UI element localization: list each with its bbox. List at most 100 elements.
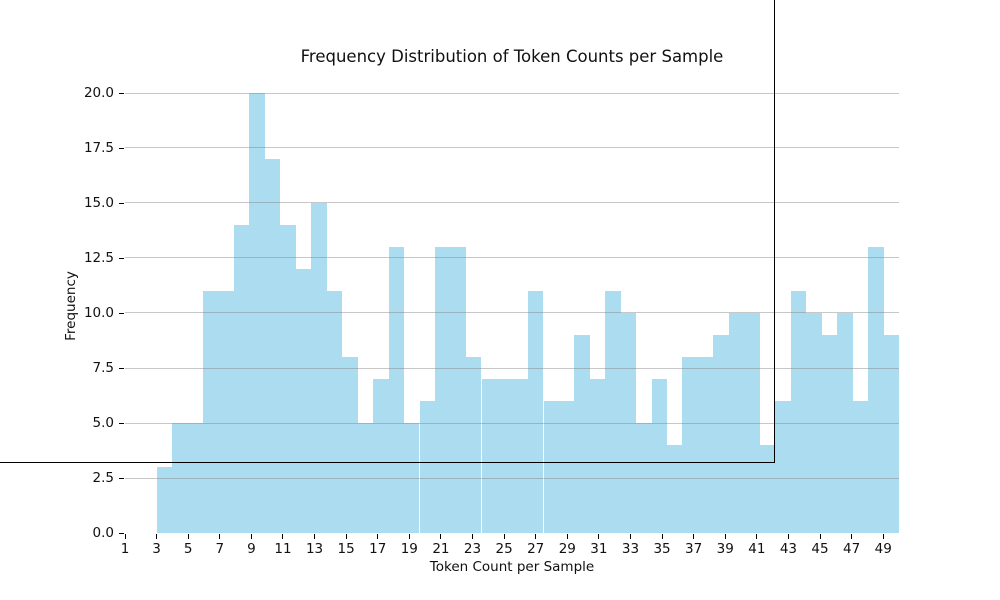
histogram-bar xyxy=(883,335,899,533)
histogram-bar xyxy=(264,159,281,533)
y-tick-mark xyxy=(119,147,124,149)
histogram-bar xyxy=(806,313,822,533)
histogram-bar xyxy=(249,93,265,533)
histogram-bar xyxy=(373,379,389,533)
x-tick-mark xyxy=(851,534,853,539)
x-tick-mark xyxy=(629,534,631,539)
histogram-bar xyxy=(636,423,652,533)
histogram-bar xyxy=(868,247,884,533)
x-tick-label: 17 xyxy=(369,541,387,557)
x-tick-label: 37 xyxy=(685,541,703,557)
y-axis-label-text: Frequency xyxy=(63,271,79,341)
x-tick-label: 25 xyxy=(495,541,513,557)
x-tick-label: 1 xyxy=(120,541,130,557)
histogram-bar xyxy=(465,357,482,533)
histogram-bar xyxy=(342,357,358,533)
y-tick-label: 10.0 xyxy=(83,305,114,321)
y-tick-mark xyxy=(119,422,124,424)
x-tick-label: 41 xyxy=(748,541,766,557)
x-tick-mark xyxy=(408,534,410,539)
histogram-bar xyxy=(821,335,838,533)
plot-area xyxy=(125,71,899,533)
histogram-bar xyxy=(543,401,559,533)
x-tick-label: 31 xyxy=(590,541,608,557)
x-tick-label: 27 xyxy=(527,541,545,557)
histogram-bar xyxy=(651,379,667,533)
histogram-bar xyxy=(574,335,590,533)
x-tick-mark xyxy=(724,534,726,539)
histogram-bar xyxy=(775,401,791,533)
histogram-bar xyxy=(434,247,451,533)
histogram-bar xyxy=(311,203,327,533)
histogram-bar xyxy=(218,291,234,533)
histogram-bar xyxy=(156,467,173,533)
histogram-bar xyxy=(759,445,776,533)
x-tick-mark xyxy=(787,534,789,539)
x-tick-label: 19 xyxy=(400,541,418,557)
x-tick-mark xyxy=(282,534,284,539)
histogram-bar xyxy=(589,379,606,533)
x-tick-mark xyxy=(187,534,189,539)
histogram-bar xyxy=(620,313,637,533)
x-tick-label: 49 xyxy=(874,541,892,557)
x-tick-label: 39 xyxy=(716,541,734,557)
histogram-bar xyxy=(496,379,513,533)
x-tick-mark xyxy=(598,534,600,539)
x-tick-label: 3 xyxy=(152,541,161,557)
x-tick-mark xyxy=(693,534,695,539)
x-tick-label: 23 xyxy=(463,541,482,557)
histogram-bar xyxy=(744,313,760,533)
y-tick-mark xyxy=(119,257,124,259)
x-tick-mark xyxy=(124,534,126,539)
histogram-bar xyxy=(697,357,714,533)
x-tick-label: 33 xyxy=(621,541,640,557)
histogram-bar xyxy=(481,379,497,533)
y-tick-label: 12.5 xyxy=(83,250,114,266)
histogram-bar xyxy=(404,423,420,533)
x-tick-mark xyxy=(250,534,252,539)
x-tick-label: 13 xyxy=(305,541,324,557)
histogram-bar xyxy=(682,357,698,533)
y-tick-label: 0.0 xyxy=(92,525,114,541)
y-tick-label: 20.0 xyxy=(83,85,114,101)
histogram-bar xyxy=(852,401,869,533)
x-tick-mark xyxy=(156,534,158,539)
x-tick-label: 21 xyxy=(432,541,450,557)
histogram-bar xyxy=(172,423,188,533)
histogram-bar xyxy=(295,269,312,533)
y-tick-label: 5.0 xyxy=(92,415,114,431)
x-tick-mark xyxy=(882,534,884,539)
x-tick-label: 15 xyxy=(337,541,355,557)
histogram-bar xyxy=(605,291,621,533)
histogram-bar xyxy=(450,247,466,533)
y-tick-label: 2.5 xyxy=(92,470,114,486)
x-axis-label: Token Count per Sample xyxy=(429,559,595,575)
histogram-bar xyxy=(388,247,405,533)
x-tick-mark xyxy=(661,534,663,539)
histogram-bar xyxy=(326,291,343,533)
y-tick-mark xyxy=(119,532,124,534)
histogram-bar xyxy=(558,401,575,533)
x-tick-label: 9 xyxy=(247,541,256,557)
histogram-bar xyxy=(728,313,745,533)
histogram-bar xyxy=(280,225,296,533)
histogram-bar xyxy=(512,379,528,533)
x-tick-label: 5 xyxy=(183,541,193,557)
histogram-bar xyxy=(527,291,544,533)
x-tick-mark xyxy=(377,534,379,539)
histogram-bar xyxy=(202,291,219,533)
y-tick-mark xyxy=(119,477,124,479)
y-gridline xyxy=(125,92,899,94)
x-tick-label: 35 xyxy=(653,541,671,557)
x-tick-label: 7 xyxy=(215,541,225,557)
y-tick-mark xyxy=(119,312,124,314)
x-tick-mark xyxy=(314,534,316,539)
x-tick-mark xyxy=(566,534,568,539)
x-tick-mark xyxy=(345,534,347,539)
x-tick-mark xyxy=(219,534,221,539)
x-tick-label: 43 xyxy=(779,541,798,557)
x-tick-mark xyxy=(503,534,505,539)
x-tick-mark xyxy=(440,534,442,539)
x-tick-label: 47 xyxy=(843,541,861,557)
